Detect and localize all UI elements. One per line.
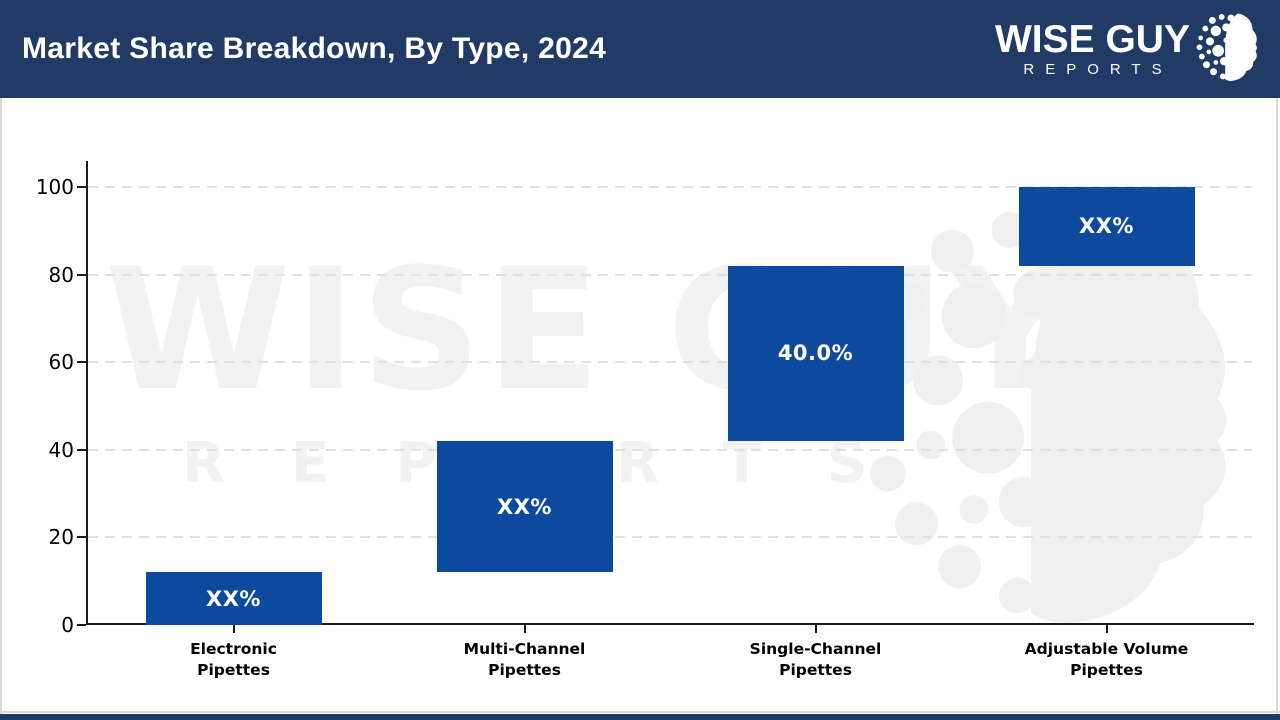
gridline	[88, 273, 1252, 276]
brand-subtitle: REPORTS	[1023, 60, 1173, 78]
y-tick-label: 40	[48, 437, 74, 462]
brand-logo: WISE GUY REPORTS	[995, 10, 1280, 88]
page-title: Market Share Breakdown, By Type, 2024	[22, 32, 607, 65]
x-axis-label-line: Pipettes	[488, 661, 561, 679]
y-tick-label: 80	[48, 262, 74, 287]
left-border	[0, 98, 2, 714]
x-tick-mark	[1105, 625, 1108, 633]
y-tick-mark	[77, 273, 86, 276]
right-border	[1276, 98, 1278, 714]
x-axis-label-line: Multi-Channel	[463, 640, 586, 658]
header-bar: Market Share Breakdown, By Type, 2024 WI…	[0, 0, 1280, 98]
gridline	[88, 536, 1252, 539]
y-tick-mark	[77, 624, 86, 626]
bar: XX%	[1018, 187, 1195, 266]
x-axis-label-line: Adjustable Volume	[1024, 640, 1189, 658]
x-axis-label-line: Pipettes	[779, 661, 852, 679]
bar: 40.0%	[727, 265, 904, 442]
x-axis-label-line: Pipettes	[197, 661, 270, 679]
x-axis-line	[86, 623, 1254, 625]
x-axis-label: Adjustable Volume Pipettes	[992, 639, 1222, 681]
x-axis-label-line: Pipettes	[1070, 661, 1143, 679]
y-tick-label: 60	[48, 350, 74, 375]
bottom-border	[0, 711, 1280, 713]
bar: XX%	[436, 441, 613, 573]
bar-value-label: 40.0%	[777, 341, 854, 366]
y-tick-mark	[77, 186, 86, 188]
gridline	[88, 448, 1252, 451]
y-axis-line	[86, 161, 88, 625]
brand-logo-text: WISE GUY REPORTS	[994, 17, 1190, 79]
brand-name: WISE GUY	[994, 17, 1190, 61]
bar-value-label: XX%	[1079, 214, 1134, 239]
gridline	[88, 186, 1252, 188]
y-tick-label: 20	[48, 525, 74, 550]
y-tick-mark	[77, 536, 86, 539]
y-tick-label: 0	[61, 613, 74, 637]
gridline	[88, 361, 1252, 364]
bar-value-label: XX%	[206, 586, 261, 611]
y-tick-label: 100	[35, 175, 74, 199]
x-tick-mark	[814, 625, 817, 633]
wiseguy-head-icon	[1196, 13, 1257, 82]
y-tick-mark	[77, 448, 86, 451]
x-axis-label: Single-Channel Pipettes	[701, 639, 931, 681]
x-axis-label: Multi-Channel Pipettes	[410, 639, 640, 681]
x-axis-label-line: Single-Channel	[749, 640, 882, 658]
bar: XX%	[145, 572, 322, 625]
x-tick-mark	[523, 625, 526, 633]
x-tick-mark	[232, 625, 235, 633]
footer-bar	[0, 714, 1280, 720]
bar-value-label: XX%	[497, 494, 552, 519]
x-axis-label: Electronic Pipettes	[119, 639, 349, 681]
y-tick-mark	[77, 361, 86, 364]
x-axis-label-line: Electronic	[190, 640, 277, 658]
